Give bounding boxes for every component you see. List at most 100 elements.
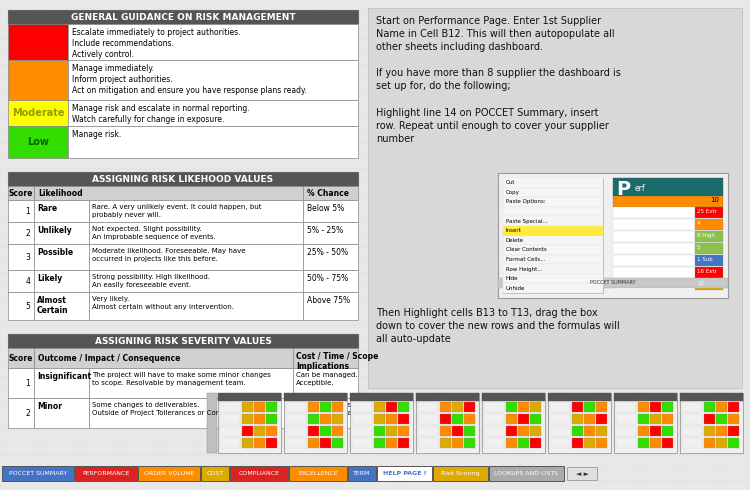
Bar — [332, 426, 343, 436]
Bar — [266, 438, 277, 448]
Text: P: P — [616, 180, 630, 199]
Bar — [452, 438, 463, 448]
Bar — [242, 426, 253, 436]
Text: Paste Special...: Paste Special... — [506, 219, 548, 223]
Text: Score: Score — [9, 189, 33, 197]
Bar — [352, 402, 372, 412]
Text: GENERAL GUIDANCE ON RISK MANAGEMENT: GENERAL GUIDANCE ON RISK MANAGEMENT — [70, 13, 296, 22]
Bar — [728, 402, 739, 412]
Text: Highlight line 14 on POCCET Summary, insert
row. Repeat until enough to cover yo: Highlight line 14 on POCCET Summary, ins… — [376, 108, 609, 145]
Bar — [303, 244, 358, 270]
Bar — [503, 274, 603, 283]
Bar — [34, 368, 89, 398]
Bar — [680, 393, 743, 401]
Bar — [2, 466, 74, 481]
Text: Not expected. Slight possibility.
An improbable sequence of events.: Not expected. Slight possibility. An imp… — [92, 226, 216, 240]
Text: 16 Extr: 16 Extr — [697, 269, 717, 273]
Text: Moderate likelihood. Foreseeable. May have
occurred in projects like this before: Moderate likelihood. Foreseeable. May ha… — [92, 248, 245, 262]
Bar — [34, 398, 89, 428]
Bar — [8, 172, 358, 186]
Text: 2: 2 — [26, 228, 30, 238]
Bar — [506, 426, 517, 436]
Bar — [266, 402, 277, 412]
Bar — [352, 426, 372, 436]
Bar — [138, 466, 200, 481]
Bar — [34, 270, 89, 292]
Text: Manage risk.: Manage risk. — [72, 130, 122, 139]
Bar — [613, 178, 723, 196]
Text: Above 75%: Above 75% — [307, 296, 350, 305]
Bar — [34, 348, 293, 368]
Bar — [616, 426, 636, 436]
Bar — [368, 8, 742, 388]
Bar — [464, 426, 475, 436]
Text: Paste Options:: Paste Options: — [506, 199, 545, 204]
Bar — [386, 438, 397, 448]
Text: Cost / Time / Scope
Implications: Cost / Time / Scope Implications — [296, 352, 378, 371]
Bar — [303, 270, 358, 292]
Bar — [464, 438, 475, 448]
Bar — [75, 466, 137, 481]
Bar — [584, 426, 595, 436]
Bar — [352, 414, 372, 424]
Bar — [207, 393, 217, 453]
Bar — [506, 438, 517, 448]
Bar — [332, 414, 343, 424]
Bar — [8, 270, 34, 292]
Bar — [613, 267, 695, 278]
Bar — [254, 426, 265, 436]
Bar — [572, 426, 583, 436]
Bar — [34, 292, 89, 320]
Bar — [440, 414, 451, 424]
Text: 25% - 50%: 25% - 50% — [307, 248, 348, 257]
Text: 25 Extr: 25 Extr — [697, 209, 717, 214]
Bar — [220, 438, 240, 448]
Bar — [220, 402, 240, 412]
Bar — [650, 438, 661, 448]
Bar — [518, 426, 529, 436]
Bar — [286, 438, 306, 448]
Bar — [8, 244, 34, 270]
Bar — [489, 466, 564, 481]
Text: 1: 1 — [26, 206, 30, 216]
Bar — [503, 216, 603, 226]
Bar — [293, 368, 358, 398]
Bar — [293, 348, 358, 368]
Bar — [418, 414, 438, 424]
Text: Below 5%: Below 5% — [307, 204, 344, 213]
Bar — [614, 393, 677, 401]
Bar — [254, 438, 265, 448]
Text: Likely: Likely — [37, 274, 62, 283]
Bar — [596, 438, 607, 448]
Bar — [695, 279, 723, 290]
Bar — [704, 402, 715, 412]
Bar — [242, 414, 253, 424]
Bar — [572, 438, 583, 448]
Bar — [89, 398, 293, 428]
Bar — [572, 402, 583, 412]
Bar — [286, 426, 306, 436]
Bar — [613, 231, 695, 242]
Text: Then Highlight cells B13 to T13, drag the box
down to cover the new rows and the: Then Highlight cells B13 to T13, drag th… — [376, 308, 620, 344]
Bar — [584, 402, 595, 412]
Bar — [440, 402, 451, 412]
Text: 2: 2 — [26, 409, 30, 417]
Bar — [254, 414, 265, 424]
Text: Can be managed.
Acceptible.: Can be managed. Acceptible. — [296, 372, 358, 386]
Text: ASSIGNING RISK SEVERITY VALUES: ASSIGNING RISK SEVERITY VALUES — [94, 337, 272, 345]
Text: Format Cells...: Format Cells... — [506, 257, 545, 262]
Bar — [374, 438, 385, 448]
Bar — [398, 438, 409, 448]
Bar — [8, 186, 34, 200]
Bar — [320, 402, 331, 412]
Bar — [596, 414, 607, 424]
Bar — [433, 466, 488, 481]
Bar — [638, 438, 649, 448]
Text: Minor: Minor — [37, 402, 62, 411]
Bar — [503, 197, 603, 207]
Bar — [398, 414, 409, 424]
Text: If you have more than 8 supplier the dashboard is
set up for, do the following;: If you have more than 8 supplier the das… — [376, 68, 621, 91]
Bar — [374, 426, 385, 436]
Bar — [320, 426, 331, 436]
Bar — [289, 466, 347, 481]
